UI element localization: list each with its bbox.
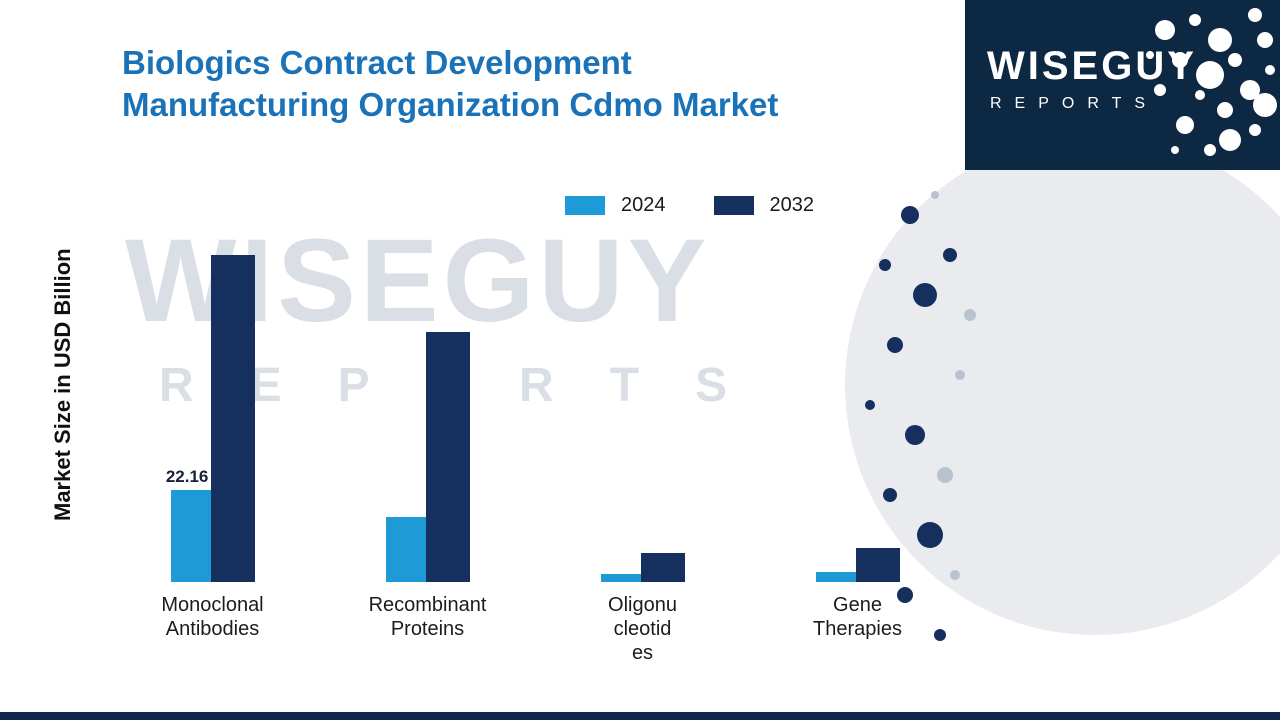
bar-2032-monoclonal-antibodies — [210, 255, 255, 582]
bar-2024-oligonucleotides — [600, 574, 641, 582]
brand-logo-block: WISEGUY REPORTS — [965, 0, 1280, 170]
brand-name: WISEGUY — [987, 44, 1197, 88]
bar-2024-gene-therapies — [815, 572, 856, 582]
bar-2032-gene-therapies — [855, 548, 900, 582]
brand-subtitle: REPORTS — [990, 95, 1159, 112]
category-label: Monoclonal Antibodies — [161, 594, 264, 640]
legend-item-2032: 2032 — [713, 194, 815, 217]
legend-label: 2032 — [769, 194, 815, 216]
dot-pattern-head-icon — [1146, 8, 1277, 156]
bar-2024-monoclonal-antibodies: 22.16 — [166, 467, 211, 582]
legend-item-2024: 2024 — [565, 194, 666, 217]
category-label: Recombinant Proteins — [368, 594, 487, 640]
bar-group-2: Oligonu cleotid es — [535, 230, 750, 664]
legend-swatch-2032 — [713, 196, 754, 215]
dot-pattern-body — [865, 191, 976, 641]
bar-group-3: Gene Therapies — [750, 230, 965, 640]
bottom-accent-bar — [0, 712, 1280, 720]
bar-group-0: 22.16 Monoclonal Antibodies — [105, 230, 320, 640]
chart-legend: 2024 2032 — [565, 194, 814, 217]
category-label: Oligonu cleotid es — [608, 594, 677, 664]
category-label: Gene Therapies — [813, 594, 902, 640]
y-axis-label: Market Size in USD Billion — [50, 248, 75, 522]
chart-title: Biologics Contract Development Manufactu… — [122, 44, 779, 123]
legend-swatch-2024 — [565, 196, 605, 215]
bar-2024-recombinant-proteins — [385, 517, 426, 582]
bar-value-label: 22.16 — [165, 467, 209, 486]
bar-2032-recombinant-proteins — [425, 332, 470, 582]
bar-group-1: Recombinant Proteins — [320, 230, 535, 640]
bar-2032-oligonucleotides — [640, 553, 685, 582]
legend-label: 2024 — [621, 194, 666, 216]
plot-area: 22.16 Monoclonal Antibodies Recombinant Pr… — [105, 230, 965, 664]
